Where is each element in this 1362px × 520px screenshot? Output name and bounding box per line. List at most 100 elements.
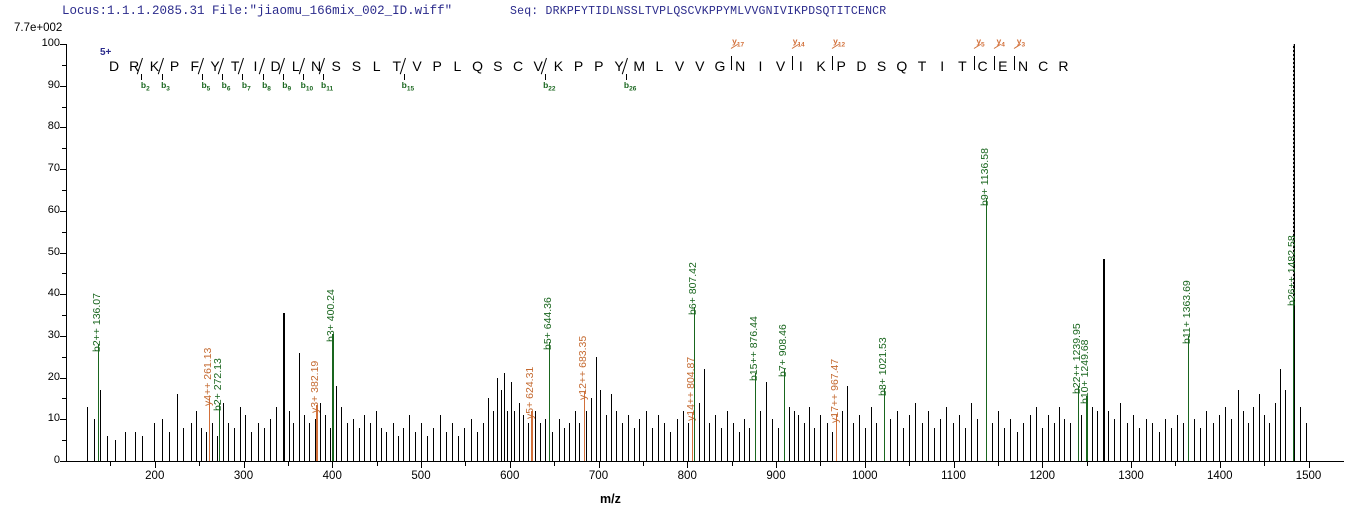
peak-unassigned bbox=[569, 423, 571, 461]
peak-unassigned bbox=[99, 390, 101, 461]
sequence-residue: N bbox=[1017, 58, 1029, 74]
peak-unassigned bbox=[1138, 427, 1140, 461]
peak-unassigned bbox=[445, 431, 447, 461]
peak-unassigned bbox=[1097, 410, 1099, 461]
peak-b-ion bbox=[98, 344, 100, 461]
peak-unassigned bbox=[330, 427, 332, 461]
peak-unassigned bbox=[492, 410, 494, 461]
peak-unassigned bbox=[876, 423, 878, 461]
peak-unassigned bbox=[720, 427, 722, 461]
peak-unassigned bbox=[358, 427, 360, 461]
y-ion-label: y3 bbox=[1016, 36, 1026, 49]
sequence-text: DRKPFYTIDLNSSLTVPLQSCVKPPYMLVVGNIVIKPDSQ… bbox=[545, 5, 887, 18]
peak-b-ion bbox=[985, 198, 988, 461]
y-ion-tick bbox=[831, 43, 842, 70]
peak-unassigned bbox=[657, 415, 659, 461]
peak-unassigned bbox=[586, 410, 588, 461]
b-ion-label: b7 bbox=[241, 80, 251, 93]
x-axis-title: m/z bbox=[600, 492, 621, 506]
peak-unassigned bbox=[997, 410, 999, 461]
y-tick bbox=[60, 44, 66, 45]
x-tick-label: 1200 bbox=[1029, 470, 1056, 482]
y-axis-line bbox=[66, 44, 67, 462]
peak-y-ion bbox=[209, 398, 211, 461]
peak-unassigned bbox=[191, 423, 193, 461]
sequence-residue: Q bbox=[896, 58, 908, 74]
y-ion-tick bbox=[791, 43, 802, 70]
peak-unassigned bbox=[392, 423, 394, 461]
x-tick-label: 800 bbox=[677, 470, 697, 482]
peak-unassigned bbox=[971, 402, 973, 461]
b-ion-label: b2 bbox=[140, 80, 150, 93]
sequence-residue: I bbox=[758, 58, 763, 74]
b-ion-tick bbox=[238, 57, 253, 80]
peak-label: b9+ 1136.58 bbox=[978, 148, 991, 207]
peak-unassigned bbox=[915, 402, 917, 461]
y-tick-label: 50 bbox=[47, 245, 60, 258]
peak-unassigned bbox=[1069, 423, 1071, 461]
sequence-residue: K bbox=[816, 58, 826, 74]
b-ion-label: b9 bbox=[282, 80, 292, 93]
peak-unassigned bbox=[211, 423, 213, 461]
peak-unassigned bbox=[421, 423, 422, 461]
peak-unassigned bbox=[1107, 410, 1109, 461]
x-tick-minor bbox=[554, 462, 556, 466]
peak-unassigned bbox=[1231, 419, 1233, 461]
x-tick-label: 500 bbox=[411, 470, 431, 482]
peak-unassigned bbox=[245, 415, 247, 461]
sequence-residue: Q bbox=[472, 58, 484, 74]
x-tick-label: 700 bbox=[588, 470, 609, 482]
x-tick-minor bbox=[997, 462, 999, 466]
peak-unassigned bbox=[1102, 258, 1105, 461]
peak-label: b2+ 272.13 bbox=[211, 357, 224, 411]
x-tick bbox=[1308, 462, 1310, 468]
peak-unassigned bbox=[831, 431, 833, 461]
y-tick-label: 10 bbox=[47, 412, 60, 425]
peak-unassigned bbox=[347, 423, 349, 461]
peak-unassigned bbox=[458, 435, 460, 461]
peak-unassigned bbox=[539, 423, 541, 461]
peak-unassigned bbox=[927, 410, 929, 461]
peak-unassigned bbox=[1285, 390, 1287, 461]
y-tick-minor bbox=[62, 315, 66, 317]
peak-unassigned bbox=[552, 431, 554, 461]
peak-unassigned bbox=[276, 406, 278, 461]
peak-unassigned bbox=[1242, 410, 1244, 461]
peak-label: b15++ 876.44 bbox=[748, 316, 761, 382]
sequence-residue: D bbox=[270, 58, 281, 74]
sequence-residue: L bbox=[453, 58, 462, 74]
peak-unassigned bbox=[610, 394, 612, 461]
peak-leader-line bbox=[1293, 44, 1295, 461]
sequence-residue: T bbox=[917, 58, 927, 74]
peak-b-ion bbox=[549, 342, 551, 461]
y-ion-tick bbox=[730, 43, 741, 70]
peak-unassigned bbox=[664, 423, 666, 461]
peak-b-ion bbox=[1086, 396, 1088, 461]
x-tick bbox=[332, 462, 334, 468]
peak-unassigned bbox=[902, 427, 904, 461]
peak-unassigned bbox=[1004, 427, 1006, 461]
peak-unassigned bbox=[288, 410, 290, 461]
peak-unassigned bbox=[1146, 419, 1148, 461]
peak-unassigned bbox=[87, 406, 89, 461]
peak-unassigned bbox=[933, 427, 935, 461]
peak-unassigned bbox=[464, 427, 466, 461]
peak-b-ion bbox=[693, 306, 696, 461]
peak-unassigned bbox=[1264, 415, 1266, 461]
peak-unassigned bbox=[223, 402, 225, 461]
peak-unassigned bbox=[142, 435, 144, 461]
y-ion-label: y5 bbox=[976, 36, 985, 49]
peak-unassigned bbox=[766, 381, 768, 461]
peak-label: b10+ 1249.68 bbox=[1079, 339, 1092, 405]
peak-label: y12++ 683.35 bbox=[576, 335, 589, 401]
sequence-residue: F bbox=[190, 58, 200, 74]
peak-unassigned bbox=[1212, 423, 1214, 461]
peak-b-ion bbox=[1187, 335, 1189, 461]
peak-unassigned bbox=[864, 427, 866, 461]
peak-unassigned bbox=[470, 419, 472, 461]
peak-unassigned bbox=[176, 394, 178, 461]
x-tick-minor bbox=[1175, 462, 1177, 466]
peak-unassigned bbox=[841, 410, 843, 461]
sequence-residue: Y bbox=[614, 58, 624, 74]
